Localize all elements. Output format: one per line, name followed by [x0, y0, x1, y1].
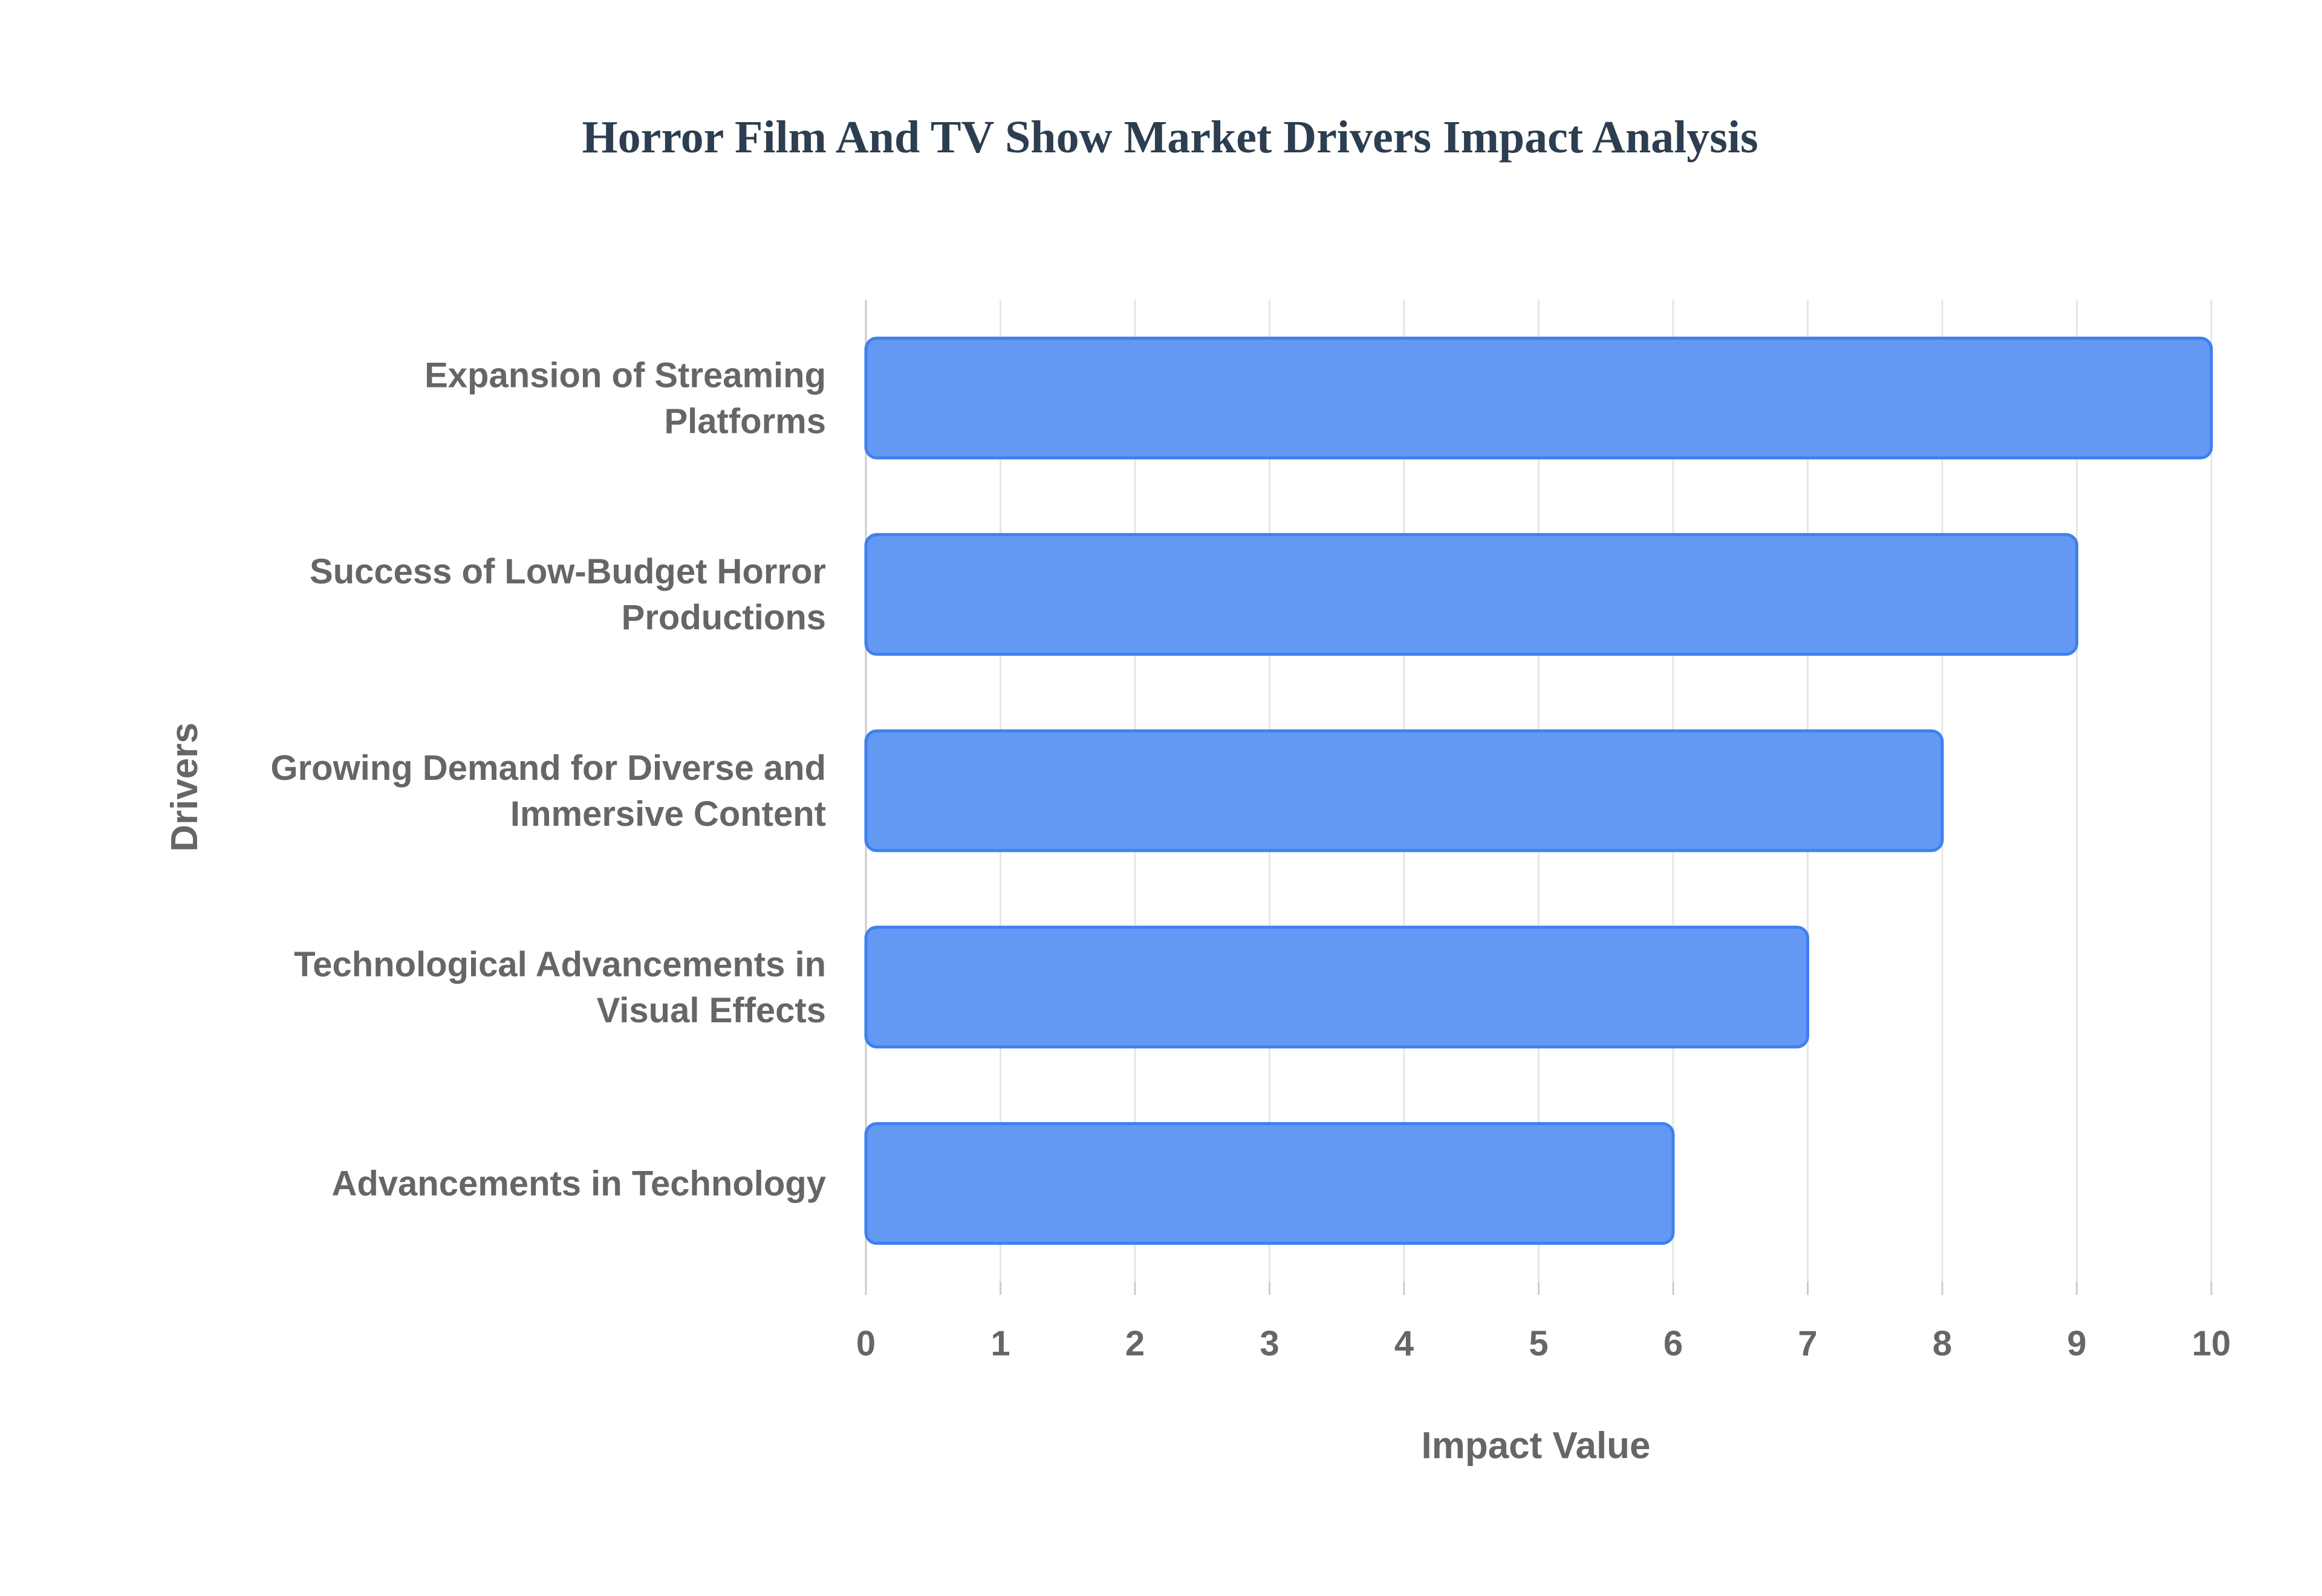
bars — [864, 336, 2213, 1245]
y-tick-label: Technological Advancements in Visual Effe… — [294, 945, 826, 1030]
bar — [864, 926, 1809, 1049]
bar — [864, 533, 2078, 656]
x-tick-label: 8 — [1933, 1324, 1952, 1363]
x-tick-label: 5 — [1529, 1324, 1548, 1363]
y-tick-label: Expansion of Streaming Platforms — [424, 355, 826, 441]
x-tick-label: 10 — [2192, 1324, 2231, 1363]
x-tick-label: 9 — [2067, 1324, 2086, 1363]
bar — [864, 336, 2213, 459]
bar — [864, 1122, 1675, 1245]
x-tick-label: 3 — [1260, 1324, 1279, 1363]
x-tick-label: 7 — [1798, 1324, 1817, 1363]
y-tick-label: Success of Low-Budget Horror Productions — [310, 552, 826, 637]
x-tick-label: 1 — [990, 1324, 1010, 1363]
x-tick-labels: 0 1 2 3 4 5 6 7 8 9 10 — [856, 1324, 2231, 1363]
y-tick-label: Advancements in Technology — [331, 1164, 826, 1204]
y-axis-label: Drivers — [164, 722, 206, 852]
x-tick-label: 6 — [1663, 1324, 1683, 1363]
bar — [864, 729, 1944, 852]
x-tick-label: 4 — [1394, 1324, 1414, 1363]
x-tick-label: 0 — [856, 1324, 876, 1363]
y-tick-label: Growing Demand for Diverse and Immersive … — [270, 748, 826, 834]
y-tick-labels: Expansion of Streaming Platforms Success o… — [270, 355, 826, 1203]
x-tick-label: 2 — [1125, 1324, 1145, 1363]
chart-title: Horror Film And TV Show Market Drivers I… — [582, 112, 1758, 163]
x-axis-label: Impact Value — [1421, 1425, 1650, 1467]
